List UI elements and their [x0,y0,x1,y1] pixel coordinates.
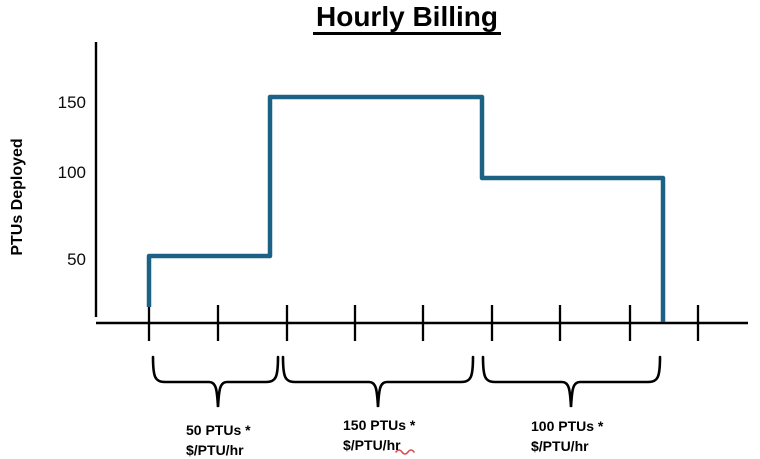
spellcheck-squiggle [395,449,415,455]
segment-label-line1: 50 PTUs * [186,422,251,438]
chart-title: Hourly Billing [313,2,501,36]
segment-label-150ptu: 150 PTUs * $/PTU/hr [343,416,415,455]
segment-label-line1: 100 PTUs * [531,418,604,434]
y-tick-label-50: 50 [67,250,86,269]
segment-label-line2: $/PTU/hr [531,437,589,454]
segment-label-100ptu: 100 PTUs * $/PTU/hr [531,417,603,456]
y-tick-label-150: 150 [57,93,86,112]
segment-label-50ptu: 50 PTUs * $/PTU/hr [186,421,251,459]
segment-label-line2: $/PTU/hr [186,441,244,458]
segment-brace-1 [151,355,280,408]
segment-label-line1: 150 PTUs * [343,417,416,433]
ptu-step-line [146,94,666,322]
segment-brace-3 [481,355,662,408]
segment-brace-2 [281,355,475,408]
segment-label-line2: $/PTU/hr [343,436,401,453]
y-tick-label-100: 100 [57,163,86,182]
